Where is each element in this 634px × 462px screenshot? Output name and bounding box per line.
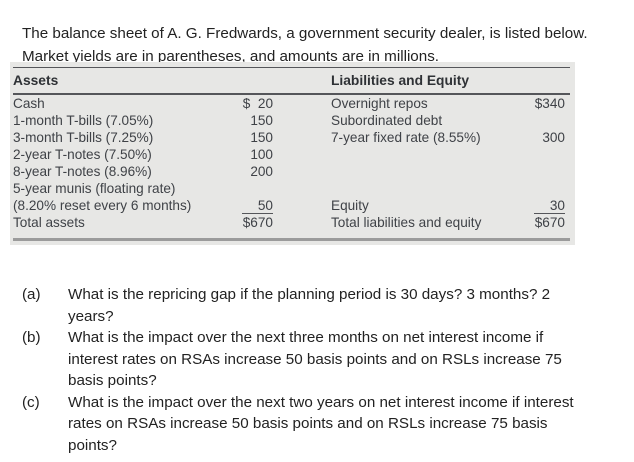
asset-value-underlined: 50 xyxy=(208,197,273,214)
asset-label: 3-month T-bills (7.25%) xyxy=(13,129,154,145)
asset-label: 5-year munis (floating rate) xyxy=(13,180,176,196)
question-a: (a) What is the repricing gap if the pla… xyxy=(22,284,596,327)
total-liabilities-value: $670 xyxy=(534,214,565,230)
asset-value: $ 20 xyxy=(242,95,273,111)
table-row: 3-month T-bills (7.25%) 150 7-year fixed… xyxy=(13,129,570,146)
total-assets-value: $670 xyxy=(242,214,273,230)
table-top-rule xyxy=(13,67,570,69)
question-a-text: What is the repricing gap if the plannin… xyxy=(68,286,551,325)
asset-label: 2-year T-notes (7.50%) xyxy=(13,146,152,162)
asset-label: Cash xyxy=(13,95,45,111)
question-c-text: What is the impact over the next two yea… xyxy=(68,393,574,454)
assets-column-header: Assets xyxy=(13,73,59,89)
table-row: 8-year T-notes (8.96%) 200 xyxy=(13,163,570,180)
liability-label: Equity xyxy=(331,197,369,213)
question-b: (b) What is the impact over the next thr… xyxy=(22,327,596,392)
intro-paragraph: The balance sheet of A. G. Fredwards, a … xyxy=(22,25,588,66)
table-bottom-rule xyxy=(13,237,570,241)
liability-label: Subordinated debt xyxy=(331,112,443,128)
asset-label: 1-month T-bills (7.05%) xyxy=(13,112,154,128)
asset-subtotal-rule: 50 xyxy=(242,198,273,214)
liability-value: $340 xyxy=(534,95,565,111)
table-row: 1-month T-bills (7.05%) 150 Subordinated… xyxy=(13,112,570,129)
asset-label: 8-year T-notes (8.96%) xyxy=(13,163,152,179)
questions-list: (a) What is the repricing gap if the pla… xyxy=(22,284,596,456)
question-c: (c) What is the impact over the next two… xyxy=(22,392,596,457)
total-liabilities-label: Total liabilities and equity xyxy=(331,214,482,230)
table-header-row: Assets Liabilities and Equity xyxy=(13,68,570,93)
asset-label: (8.20% reset every 6 months) xyxy=(13,197,192,213)
table-row: (8.20% reset every 6 months) 50 Equity 3… xyxy=(13,197,570,214)
question-a-label: (a) xyxy=(22,286,41,303)
liability-label: 7-year fixed rate (8.55%) xyxy=(331,129,481,145)
balance-sheet-table: Assets Liabilities and Equity Cash $ 20 … xyxy=(10,62,575,245)
asset-value: 150 xyxy=(250,129,273,145)
table-row: 5-year munis (floating rate) xyxy=(13,180,570,197)
liabilities-column-header: Liabilities and Equity xyxy=(331,73,469,89)
liability-value: 300 xyxy=(542,129,565,145)
table-header-rule xyxy=(13,93,570,95)
asset-value: 200 xyxy=(250,163,273,179)
table-total-row: Total assets $670 Total liabilities and … xyxy=(13,214,570,231)
table-row: 2-year T-notes (7.50%) 100 xyxy=(13,146,570,163)
liability-value-underlined: 30 xyxy=(513,197,570,214)
total-assets-label: Total assets xyxy=(13,214,85,230)
question-b-label: (b) xyxy=(22,329,41,346)
asset-value: 100 xyxy=(250,146,273,162)
liability-label: Overnight repos xyxy=(331,95,428,111)
table-row: Cash $ 20 Overnight repos $340 xyxy=(13,95,570,112)
question-b-text: What is the impact over the next three m… xyxy=(68,329,562,389)
asset-value: 150 xyxy=(250,112,273,128)
question-c-label: (c) xyxy=(22,393,40,411)
liability-subtotal-rule: 30 xyxy=(534,198,565,214)
